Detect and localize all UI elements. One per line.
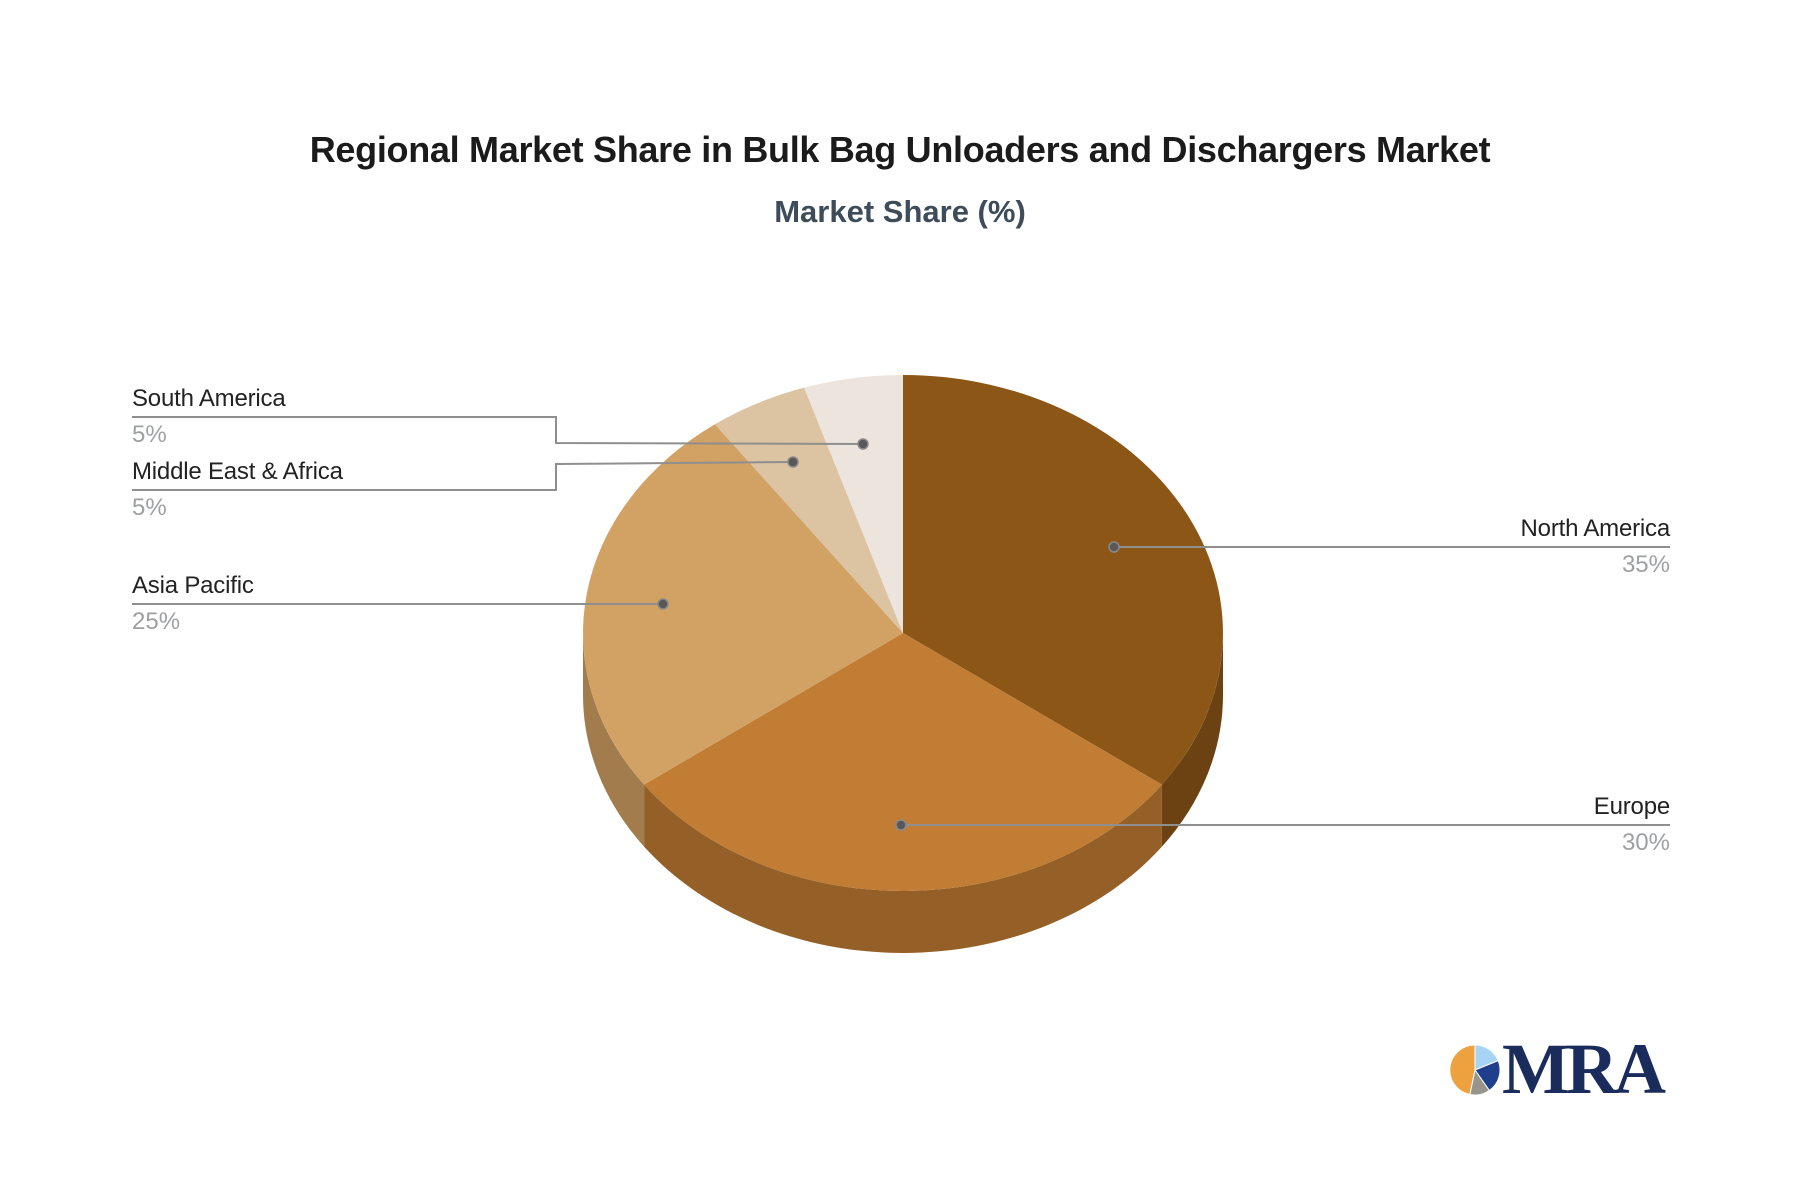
- logo-slice-dark_blue: [1474, 1059, 1501, 1092]
- pie-slice-north-america[interactable]: [903, 375, 1223, 785]
- slice-label-asia-pacific: Asia Pacific 25%: [132, 568, 254, 639]
- slice-label-percent: 35%: [1621, 551, 1670, 578]
- leader-dot-north-america: [1108, 541, 1120, 553]
- slice-label-south-america: South America 5%: [132, 381, 286, 452]
- leader-dot-south-america: [857, 438, 869, 450]
- slice-label-middle-east-africa: Middle East & Africa 5%: [132, 454, 343, 525]
- pie-slice-europe[interactable]: [644, 633, 1162, 891]
- slice-label-percent: 5%: [132, 494, 167, 521]
- leader-dot-asia-pacific: [657, 598, 669, 610]
- leader-line-middle-east-africa: [132, 461, 794, 491]
- pie-rim-europe: [644, 784, 1162, 953]
- slice-label-percent: 25%: [132, 608, 181, 635]
- slice-label-name: Asia Pacific: [132, 572, 254, 599]
- chart-title: Regional Market Share in Bulk Bag Unload…: [309, 129, 1491, 170]
- slice-label-name: Europe: [1593, 793, 1670, 820]
- slice-label-name: South America: [132, 385, 286, 412]
- leader-dot-europe: [895, 819, 907, 831]
- pie-slice-south-america[interactable]: [804, 374, 903, 633]
- leader-dot-middle-east-africa: [787, 456, 799, 468]
- pie-rim-north-america: [1161, 633, 1223, 847]
- mra-logo: MRA: [1449, 1033, 1689, 1113]
- leader-line-south-america: [132, 416, 864, 445]
- mra-logo-text: MRA: [1502, 1029, 1666, 1109]
- slice-label-name: North America: [1520, 515, 1671, 542]
- slice-label-percent: 30%: [1621, 829, 1670, 856]
- slice-label-name: Middle East & Africa: [132, 458, 343, 485]
- pie-rim-asia-pacific: [583, 633, 645, 847]
- mra-logo-pie-icon: [1449, 1044, 1501, 1096]
- slice-label-percent: 5%: [132, 421, 167, 448]
- logo-slice-orange: [1449, 1044, 1476, 1096]
- pie-slice-middle-east-africa[interactable]: [714, 387, 903, 633]
- slice-label-europe: Europe 30%: [1594, 789, 1670, 860]
- chart-subtitle: Market Share (%): [774, 194, 1026, 229]
- pie-slice-asia-pacific[interactable]: [583, 424, 903, 785]
- slice-label-north-america: North America 35%: [1520, 511, 1671, 582]
